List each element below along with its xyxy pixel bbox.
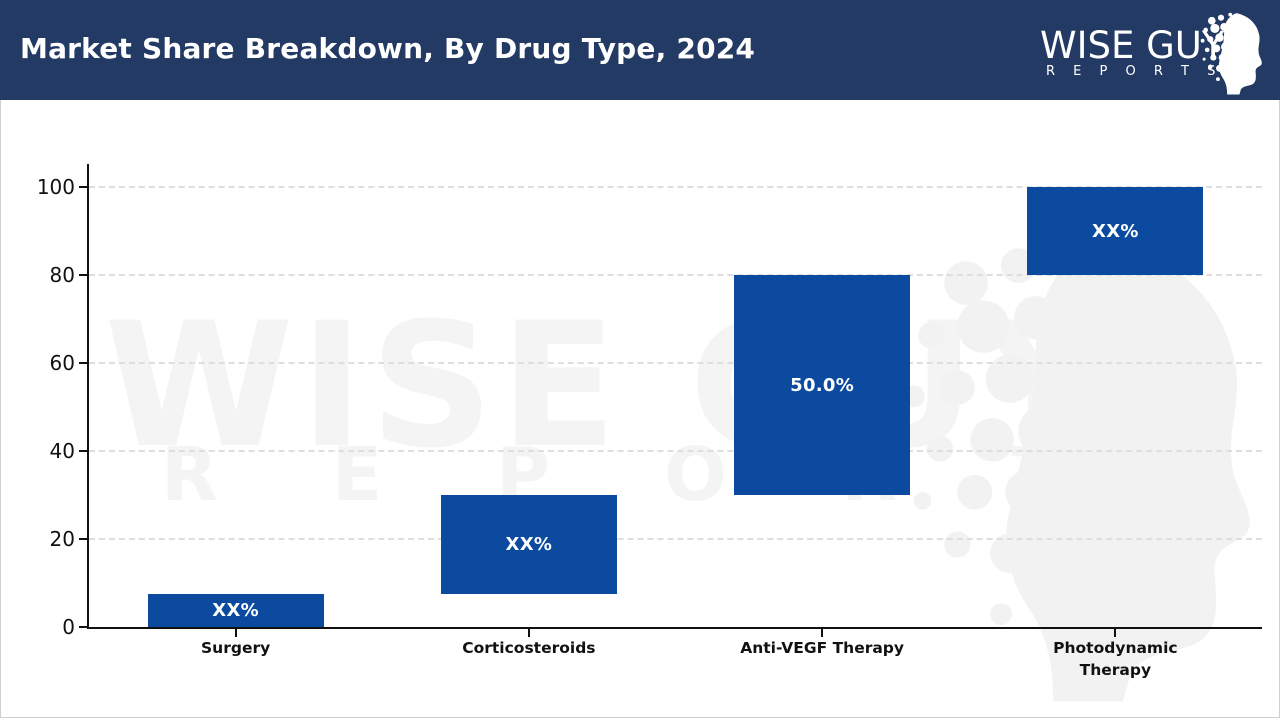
category-label-surgery: Surgery: [201, 639, 271, 657]
logo-head-icon: [1200, 12, 1262, 95]
y-tick-mark: [79, 362, 88, 364]
category-label-photodynamic-therapy: Photodynamic Therapy: [1053, 639, 1178, 679]
bar-corticosteroids: XX%: [440, 495, 617, 594]
x-axis-line: [87, 627, 1262, 629]
x-tick-mark: [1114, 629, 1117, 637]
bar-anti-vegf-therapy: 50.0%: [734, 275, 911, 495]
y-tick-mark: [79, 626, 88, 628]
category-label-anti-vegf-therapy: Anti-VEGF Therapy: [740, 639, 905, 657]
gridline-20: [89, 538, 1262, 540]
y-axis-tick-label: 100: [36, 175, 75, 199]
bar-value-label: XX%: [505, 534, 553, 555]
y-axis-tick-label: 60: [49, 351, 75, 375]
gridline-60: [89, 362, 1262, 364]
y-axis-tick-label: 0: [62, 615, 75, 639]
category-label-corticosteroids: Corticosteroids: [462, 639, 596, 657]
x-tick-mark: [821, 629, 824, 637]
y-tick-mark: [79, 450, 88, 452]
logo-wordmark: WISE GUY: [1040, 24, 1225, 67]
y-tick-mark: [79, 186, 88, 188]
y-tick-mark: [79, 538, 88, 540]
chart-area: WISE GUY R E P O R T S 0 20 40 60 80 100 XX% Su…: [0, 100, 1280, 718]
bar-value-label: XX%: [1092, 220, 1139, 242]
bar-photodynamic-therapy: XX%: [1027, 187, 1204, 275]
y-axis-tick-label: 20: [49, 527, 75, 551]
x-tick-mark: [527, 629, 530, 637]
x-tick-mark: [234, 629, 237, 637]
bar-value-label: 50.0%: [790, 374, 855, 396]
y-tick-mark: [79, 274, 88, 276]
gridline-40: [89, 450, 1262, 452]
y-axis-tick-label: 80: [49, 263, 75, 287]
wise-guy-reports-logo: WISE GUY R E P O R T S: [1018, 6, 1268, 96]
bar-value-label: XX%: [212, 600, 259, 621]
gridline-80: [89, 274, 1262, 276]
watermark-head-graphic: [902, 237, 1250, 702]
bar-surgery: XX%: [147, 594, 324, 627]
logo-subtitle: R E P O R T S: [1046, 64, 1223, 79]
report-header: Market Share Breakdown, By Drug Type, 20…: [0, 0, 1280, 100]
gridline-100: [89, 186, 1262, 188]
page-title: Market Share Breakdown, By Drug Type, 20…: [20, 31, 756, 65]
y-axis-tick-label: 40: [49, 439, 75, 463]
y-axis-line: [87, 164, 89, 629]
